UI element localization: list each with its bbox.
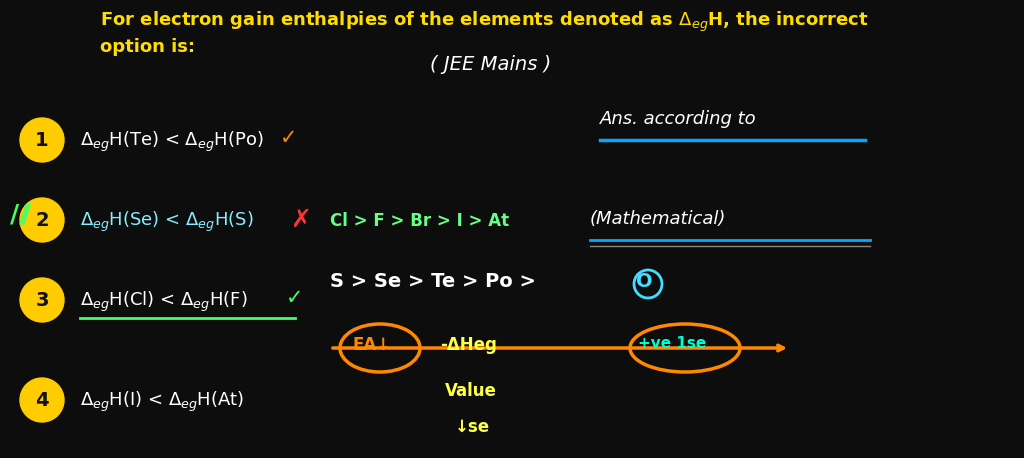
Text: $\Delta_{eg}$H(Cl) < $\Delta_{eg}$H(F): $\Delta_{eg}$H(Cl) < $\Delta_{eg}$H(F) [80,290,248,314]
Text: ↓se: ↓se [455,418,490,436]
Text: ( JEE Mains ): ( JEE Mains ) [430,55,551,74]
Text: (Mathematical): (Mathematical) [590,210,726,228]
Text: +ve 1se: +ve 1se [638,336,707,351]
Text: ✗: ✗ [290,208,311,232]
Text: $\Delta_{eg}$H(I) < $\Delta_{eg}$H(At): $\Delta_{eg}$H(I) < $\Delta_{eg}$H(At) [80,390,245,414]
Text: ✓: ✓ [280,128,298,148]
Text: -ΔHeg: -ΔHeg [440,336,497,354]
Text: For electron gain enthalpies of the elements denoted as $\Delta_{eg}$H, the inco: For electron gain enthalpies of the elem… [100,10,868,34]
Text: O: O [636,272,652,291]
Circle shape [20,118,63,162]
Text: Cl > F > Br > I > At: Cl > F > Br > I > At [330,212,509,230]
Text: /: / [22,202,31,226]
Text: $\Delta_{eg}$H(Se) < $\Delta_{eg}$H(S): $\Delta_{eg}$H(Se) < $\Delta_{eg}$H(S) [80,210,254,234]
Text: option is:: option is: [100,38,195,56]
Circle shape [20,278,63,322]
Circle shape [20,378,63,422]
Text: 4: 4 [35,391,49,409]
Text: 1: 1 [35,131,49,149]
Circle shape [20,198,63,242]
Text: 3: 3 [35,290,49,310]
Text: 2: 2 [35,211,49,229]
Text: $\Delta_{eg}$H(Te) < $\Delta_{eg}$H(Po): $\Delta_{eg}$H(Te) < $\Delta_{eg}$H(Po) [80,130,263,154]
Text: S > Se > Te > Po >: S > Se > Te > Po > [330,272,543,291]
Text: Ans. according to: Ans. according to [600,110,757,128]
Text: EA↓: EA↓ [352,336,390,354]
Text: ✓: ✓ [286,288,303,308]
Text: Value: Value [445,382,497,400]
Text: //: // [10,202,29,226]
